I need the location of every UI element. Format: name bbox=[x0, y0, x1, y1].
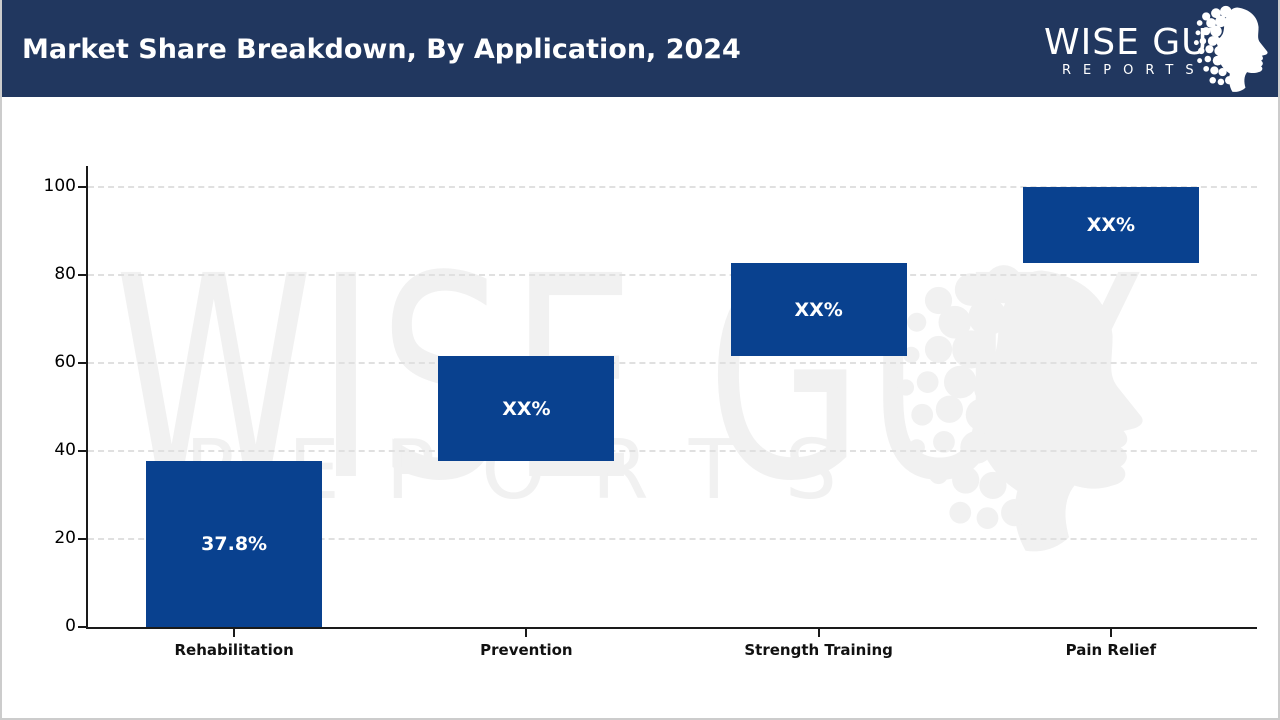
y-tick-20 bbox=[78, 538, 86, 540]
y-tick-60 bbox=[78, 362, 86, 364]
gridline-20 bbox=[88, 538, 1257, 540]
y-tick-label-40: 40 bbox=[54, 440, 76, 460]
bar-prevention: XX% bbox=[438, 356, 615, 461]
bar-pain-relief: XX% bbox=[1022, 187, 1199, 263]
y-tick-100 bbox=[78, 186, 86, 188]
y-tick-label-80: 80 bbox=[54, 264, 76, 284]
y-tick-0 bbox=[78, 626, 86, 628]
bar-value-label-pain-relief: XX% bbox=[1086, 213, 1136, 236]
bar-rehabilitation: 37.8% bbox=[146, 460, 323, 627]
header-bar: Market Share Breakdown, By Application, … bbox=[2, 0, 1278, 97]
gridline-80 bbox=[88, 274, 1257, 276]
x-tick-prevention bbox=[525, 629, 528, 637]
y-tick-label-0: 0 bbox=[65, 616, 76, 636]
page-title: Market Share Breakdown, By Application, … bbox=[22, 34, 741, 65]
x-axis-spine bbox=[86, 627, 1257, 629]
y-tick-80 bbox=[78, 274, 86, 276]
brand-wordmark-sub: REPORTS bbox=[1062, 63, 1206, 78]
brand-wordmark: WISE GUY bbox=[1044, 22, 1232, 63]
x-tick-label-prevention: Prevention bbox=[480, 641, 573, 659]
bar-value-label-strength-training: XX% bbox=[794, 298, 843, 321]
y-axis-spine bbox=[86, 166, 88, 629]
gridline-40 bbox=[88, 450, 1257, 452]
x-tick-strength-training bbox=[817, 629, 820, 637]
gridline-100 bbox=[88, 186, 1257, 188]
x-tick-label-rehabilitation: Rehabilitation bbox=[174, 641, 294, 659]
y-tick-label-20: 20 bbox=[54, 528, 76, 548]
bar-value-label-prevention: XX% bbox=[502, 397, 551, 420]
bar-value-label-rehabilitation: 37.8% bbox=[201, 532, 268, 555]
bar-strength-training: XX% bbox=[730, 262, 907, 357]
y-tick-label-60: 60 bbox=[54, 352, 76, 372]
x-tick-pain-relief bbox=[1109, 629, 1112, 637]
y-tick-label-100: 100 bbox=[43, 176, 76, 196]
x-tick-label-pain-relief: Pain Relief bbox=[1065, 641, 1157, 659]
y-tick-40 bbox=[78, 450, 86, 452]
x-tick-rehabilitation bbox=[233, 629, 236, 637]
gridline-60 bbox=[88, 362, 1257, 364]
x-tick-label-strength-training: Strength Training bbox=[744, 641, 893, 659]
brand-head-icon bbox=[1192, 5, 1276, 95]
